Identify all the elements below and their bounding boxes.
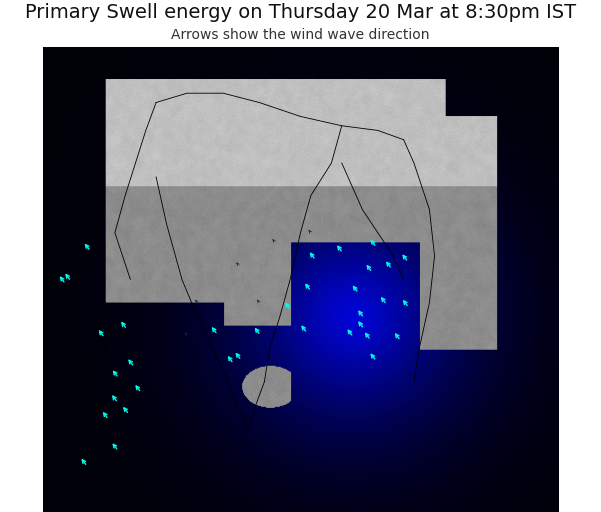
Text: Primary Swell energy on Thursday 20 Mar at 8:30pm IST: Primary Swell energy on Thursday 20 Mar … bbox=[25, 3, 576, 22]
Text: Arrows show the wind wave direction: Arrows show the wind wave direction bbox=[171, 28, 430, 42]
